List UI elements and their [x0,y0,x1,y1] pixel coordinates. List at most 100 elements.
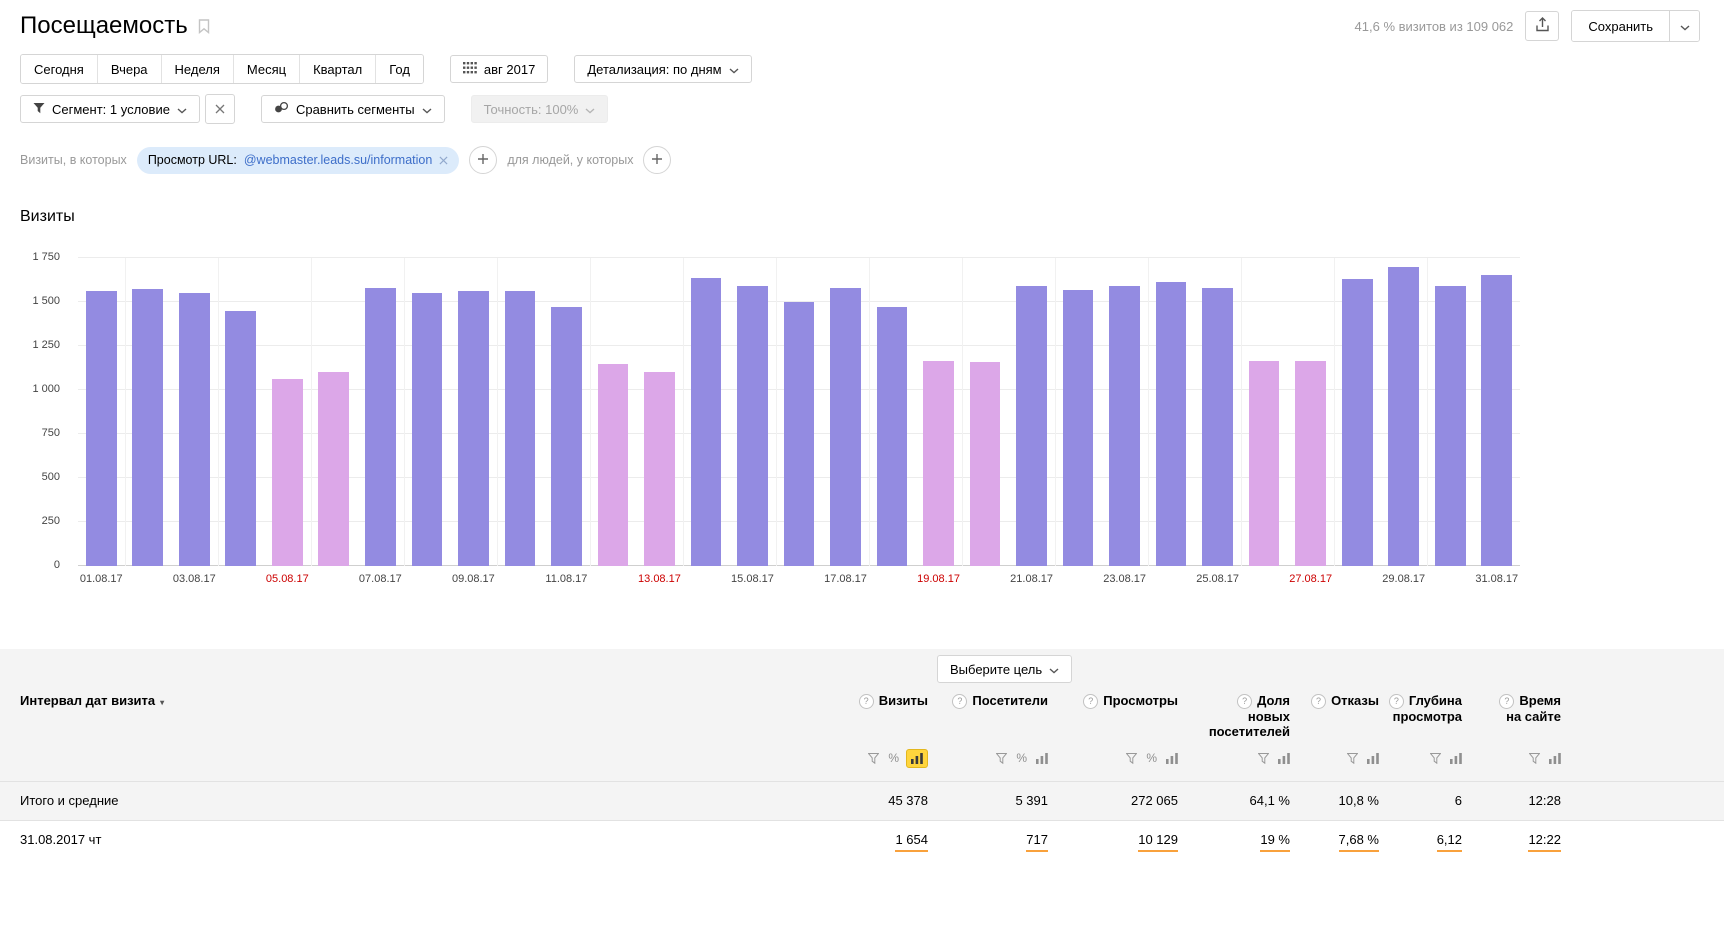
chart-bar[interactable] [178,293,210,566]
chart-tool-icon[interactable] [906,748,928,768]
chart-tool-icon[interactable] [1166,752,1178,764]
filter-tool-icon[interactable] [868,752,880,764]
detail-select[interactable]: Детализация: по дням [574,55,752,83]
segment-select[interactable]: Сегмент: 1 условие [20,95,200,123]
chevron-down-icon [1680,19,1690,34]
chevron-down-icon [585,102,595,117]
chart-tool-icon[interactable] [1450,752,1462,764]
chart-bar-slot [78,258,125,566]
table-row: 31.08.2017 чт 1 654 717 10 129 19 % 7,68 % 6,1… [0,821,1724,938]
chart-bar-slot [404,258,451,566]
accuracy-select[interactable]: Точность: 100% [470,95,609,123]
chart-bar[interactable] [1295,360,1326,566]
help-icon[interactable]: ? [952,694,968,709]
goal-select-button[interactable]: Выберите цель [937,655,1073,683]
segment-remove-button[interactable] [204,94,235,124]
percent-tool-icon[interactable]: % [1146,750,1157,765]
column-header-label: Просмотры [1103,693,1178,708]
export-button[interactable] [1525,11,1560,41]
chart-bar[interactable] [1434,286,1466,566]
export-icon [1534,16,1551,36]
calendar-range-button[interactable]: авг 2017 [449,55,549,83]
column-tools [1178,749,1290,767]
chart-bar[interactable] [690,278,722,566]
filter-tool-icon[interactable] [1529,752,1540,764]
y-axis-label: 750 [41,427,60,439]
chart-bar[interactable] [318,372,350,566]
chart-bar[interactable] [551,307,582,566]
chart-bar[interactable] [1109,286,1140,566]
chart-bar[interactable] [644,371,675,566]
percent-tool-icon[interactable]: % [888,750,899,765]
help-icon[interactable]: ? [1388,694,1404,709]
period-button-week[interactable]: Неделя [161,55,234,83]
chart-bar[interactable] [85,291,117,566]
chart-bar[interactable] [923,360,954,566]
filter-tool-icon[interactable] [1347,752,1358,764]
y-axis-label: 1 500 [32,295,60,307]
y-axis-label: 500 [41,471,60,484]
url-filter-chip[interactable]: Просмотр URL: @webmaster.leads.su/inform… [136,146,460,174]
chart-bar[interactable] [132,288,164,566]
chart-bar[interactable] [969,361,1001,566]
filter-tool-icon[interactable] [996,752,1008,764]
chart-bar[interactable] [504,291,536,566]
chart-bar[interactable] [783,302,815,566]
bookmark-icon[interactable] [198,18,210,34]
chart-bar[interactable] [271,379,303,566]
chart-bar[interactable] [1062,289,1094,566]
chart-bar-slot [1148,258,1195,566]
period-button-quarter[interactable]: Квартал [300,55,377,83]
chart-bar[interactable] [411,293,443,566]
chip-close-icon[interactable] [439,155,448,165]
help-icon[interactable]: ? [1499,694,1515,709]
metric-value: 64,1 % [1249,793,1290,808]
help-icon[interactable]: ? [1083,694,1099,709]
chart-tool-icon[interactable] [1549,752,1561,764]
compare-segments-button[interactable]: Сравнить сегменты [260,95,445,123]
filter-tool-icon[interactable] [1126,752,1138,764]
period-button-today[interactable]: Сегодня [21,55,98,83]
chart-tool-icon[interactable] [1278,752,1290,764]
add-people-condition-button[interactable] [643,146,672,174]
page-header: Посещаемость 41,6 % визитов из 109 062 С… [0,0,1724,42]
chart-bar[interactable] [1155,281,1187,566]
save-dropdown-button[interactable] [1669,11,1699,41]
filter-tool-icon[interactable] [1430,752,1441,764]
date-interval-header[interactable]: Интервал дат визита ▾ [20,693,164,708]
help-icon[interactable]: ? [858,694,874,709]
chart-tool-icon[interactable] [1367,752,1379,764]
period-button-year[interactable]: Год [376,55,423,83]
period-button-yesterday[interactable]: Вчера [97,55,162,83]
column-header-label: Глубина просмотра [1392,693,1462,724]
period-button-month[interactable]: Месяц [233,55,301,83]
add-visit-condition-button[interactable] [469,146,498,174]
chart-bar-slot [1241,258,1288,566]
save-button[interactable]: Сохранить [1572,11,1669,41]
chart-bar-slot [1008,258,1055,566]
chart-bar[interactable] [1341,279,1373,566]
chart-bar[interactable] [1388,266,1420,566]
metric-value: 717 [1026,832,1048,852]
help-icon[interactable]: ? [1311,694,1327,709]
chart-bar[interactable] [1481,274,1513,566]
chart-bar[interactable] [830,287,861,566]
chart-bar[interactable] [737,286,768,566]
chart-bar[interactable] [1202,287,1233,566]
chart-bar[interactable] [876,307,908,566]
x-axis-label: 07.08.17 [358,573,402,585]
chart-bar[interactable] [365,287,396,566]
chart-bar[interactable] [225,310,257,566]
chart-bar[interactable] [1248,360,1280,566]
chart-bar-slot [729,258,776,566]
v-gridline [682,258,684,566]
percent-tool-icon[interactable]: % [1016,750,1027,765]
chip-url-value[interactable]: @webmaster.leads.su/information [243,153,433,167]
chart-bar[interactable] [1016,286,1047,566]
chart-bar[interactable] [458,290,489,566]
chart-bar[interactable] [597,364,629,566]
help-icon[interactable]: ? [1237,694,1253,709]
chart-tool-icon[interactable] [1036,752,1048,764]
column-header: ? Визиты [845,693,928,709]
filter-tool-icon[interactable] [1258,752,1269,764]
